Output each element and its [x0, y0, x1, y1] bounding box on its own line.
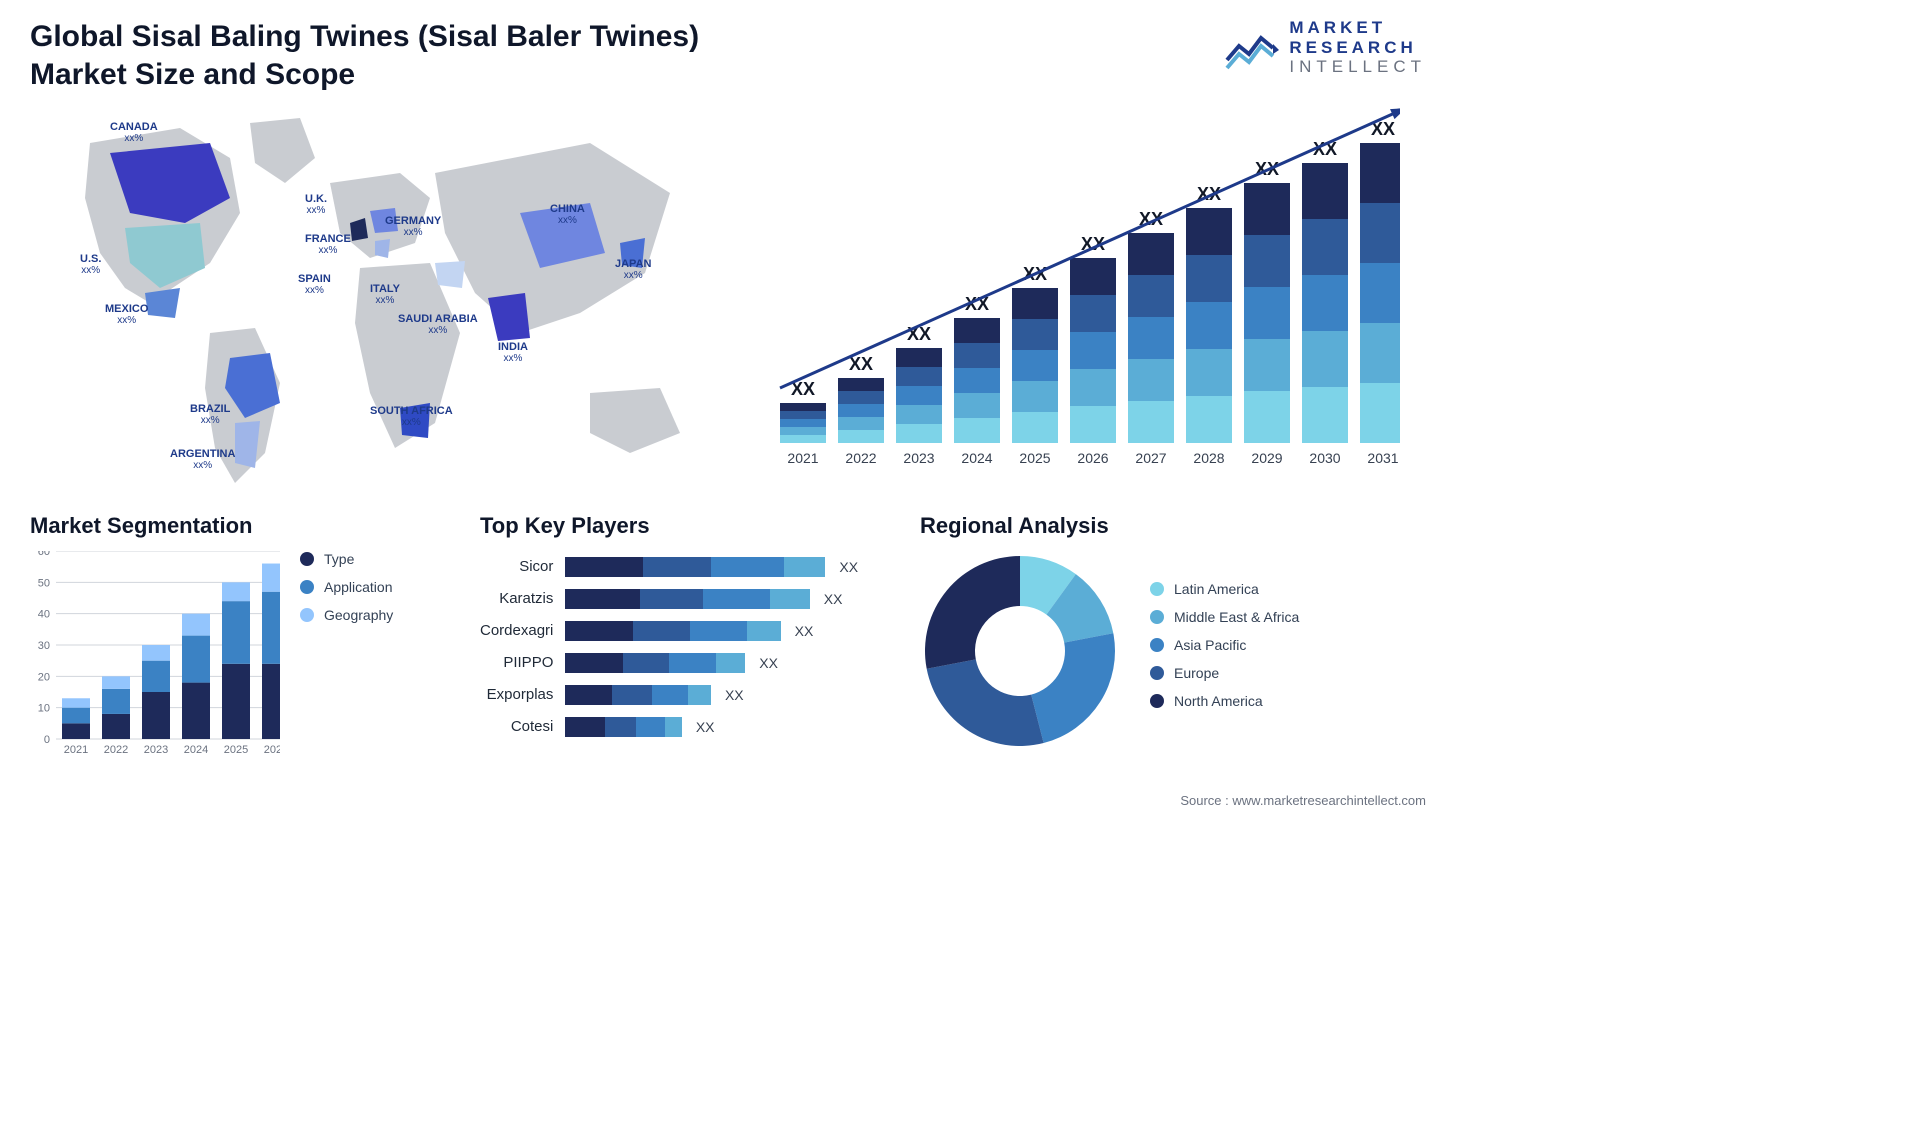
page-title: Global Sisal Baling Twines (Sisal Baler …	[30, 18, 730, 93]
source-text: Source : www.marketresearchintellect.com	[1180, 793, 1426, 808]
player-row: XX	[565, 551, 900, 583]
country-label-brazil: BRAZILxx%	[190, 403, 230, 426]
world-map-panel: CANADAxx% U.S.xx% MEXICOxx% BRAZILxx% ARGENT…	[30, 103, 730, 503]
country-label-u-s-: U.S.xx%	[80, 253, 101, 276]
player-row: XX	[565, 679, 900, 711]
segmentation-legend-item: Type	[300, 551, 393, 567]
country-label-u-k-: U.K.xx%	[305, 193, 327, 216]
growth-chart-panel: XX2021XX2022XX2023XX2024XX2025XX2026XX20…	[760, 103, 1426, 503]
regional-legend-item: North America	[1150, 693, 1299, 709]
country-label-france: FRANCExx%	[305, 233, 351, 256]
player-row: XX	[565, 583, 900, 615]
players-labels: SicorKaratzisCordexagriPIIPPOExporplasCo…	[480, 551, 553, 743]
segmentation-legend-item: Application	[300, 579, 393, 595]
segmentation-chart: 0 10 20 30 40 50 60 2021 2022 2023 2024 2025 2026	[30, 551, 280, 761]
players-title: Top Key Players	[480, 513, 900, 539]
country-label-argentina: ARGENTINAxx%	[170, 448, 235, 471]
svg-text:2023: 2023	[144, 744, 168, 756]
regional-legend-item: Latin America	[1150, 581, 1299, 597]
players-bars: XXXXXXXXXXXX	[565, 551, 900, 743]
player-label: PIIPPO	[480, 647, 553, 679]
segmentation-legend: Type Application Geography	[300, 551, 393, 761]
country-label-china: CHINAxx%	[550, 203, 585, 226]
svg-text:2030: 2030	[1309, 450, 1340, 466]
country-label-south-africa: SOUTH AFRICAxx%	[370, 405, 453, 428]
svg-text:2024: 2024	[184, 744, 208, 756]
logo-icon	[1225, 24, 1279, 70]
svg-text:2023: 2023	[903, 450, 934, 466]
segmentation-legend-item: Geography	[300, 607, 393, 623]
growth-chart: XX2021XX2022XX2023XX2024XX2025XX2026XX20…	[760, 103, 1400, 483]
regional-legend-item: Europe	[1150, 665, 1299, 681]
svg-text:2025: 2025	[1019, 450, 1050, 466]
svg-text:40: 40	[38, 609, 50, 621]
svg-text:2024: 2024	[961, 450, 992, 466]
logo-line1: MARKET	[1289, 18, 1426, 38]
regional-legend: Latin America Middle East & Africa Asia Pa…	[1150, 581, 1299, 721]
svg-text:2028: 2028	[1193, 450, 1224, 466]
player-label: Cotesi	[480, 711, 553, 743]
players-panel: Top Key Players SicorKaratzisCordexagriP…	[480, 513, 900, 761]
svg-text:2021: 2021	[787, 450, 818, 466]
country-label-mexico: MEXICOxx%	[105, 303, 148, 326]
player-label: Karatzis	[480, 583, 553, 615]
brand-logo: MARKET RESEARCH INTELLECT	[1225, 18, 1426, 77]
regional-donut	[920, 551, 1120, 751]
segmentation-title: Market Segmentation	[30, 513, 460, 539]
svg-text:50: 50	[38, 577, 50, 589]
svg-text:2027: 2027	[1135, 450, 1166, 466]
logo-line2: RESEARCH	[1289, 38, 1426, 58]
regional-panel: Regional Analysis Latin America Middle Ea…	[920, 513, 1426, 761]
country-label-saudi-arabia: SAUDI ARABIAxx%	[398, 313, 478, 336]
player-row: XX	[565, 615, 900, 647]
logo-line3: INTELLECT	[1289, 57, 1426, 77]
svg-text:2031: 2031	[1367, 450, 1398, 466]
svg-text:2025: 2025	[224, 744, 248, 756]
country-label-italy: ITALYxx%	[370, 283, 400, 306]
country-label-canada: CANADAxx%	[110, 121, 158, 144]
country-label-india: INDIAxx%	[498, 341, 528, 364]
svg-text:2026: 2026	[1077, 450, 1108, 466]
regional-legend-item: Asia Pacific	[1150, 637, 1299, 653]
player-label: Exporplas	[480, 679, 553, 711]
country-label-germany: GERMANYxx%	[385, 215, 441, 238]
regional-title: Regional Analysis	[920, 513, 1426, 539]
player-row: XX	[565, 647, 900, 679]
svg-text:60: 60	[38, 551, 50, 558]
player-label: Cordexagri	[480, 615, 553, 647]
svg-text:30: 30	[38, 640, 50, 652]
segmentation-panel: Market Segmentation 0 10 20 30 40 50 60 2021 202…	[30, 513, 460, 761]
svg-text:20: 20	[38, 671, 50, 683]
regional-legend-item: Middle East & Africa	[1150, 609, 1299, 625]
svg-text:0: 0	[44, 734, 50, 746]
country-label-japan: JAPANxx%	[615, 258, 651, 281]
country-label-spain: SPAINxx%	[298, 273, 331, 296]
svg-text:2022: 2022	[845, 450, 876, 466]
svg-text:2021: 2021	[64, 744, 88, 756]
svg-text:2022: 2022	[104, 744, 128, 756]
player-row: XX	[565, 711, 900, 743]
svg-text:2029: 2029	[1251, 450, 1282, 466]
svg-text:10: 10	[38, 703, 50, 715]
player-label: Sicor	[480, 551, 553, 583]
svg-text:2026: 2026	[264, 744, 280, 756]
